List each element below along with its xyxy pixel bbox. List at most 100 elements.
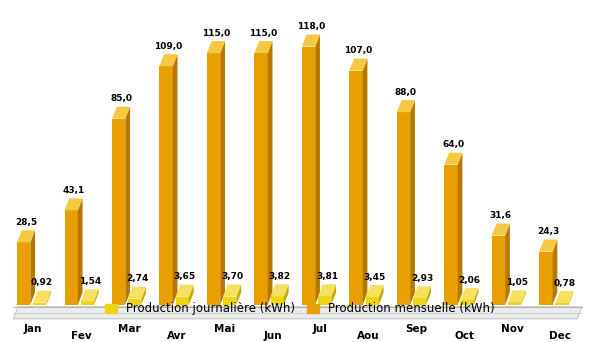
Polygon shape bbox=[556, 303, 569, 305]
Text: Sep: Sep bbox=[405, 324, 427, 334]
Polygon shape bbox=[271, 296, 284, 305]
Text: 2,06: 2,06 bbox=[458, 276, 481, 285]
Text: 43,1: 43,1 bbox=[62, 186, 85, 195]
Text: 2,74: 2,74 bbox=[126, 274, 148, 284]
Polygon shape bbox=[236, 285, 241, 305]
Polygon shape bbox=[413, 298, 426, 305]
Text: Jul: Jul bbox=[313, 324, 328, 334]
Polygon shape bbox=[125, 107, 130, 305]
Text: Mai: Mai bbox=[214, 324, 235, 334]
Text: 1,05: 1,05 bbox=[506, 278, 528, 287]
Polygon shape bbox=[173, 54, 178, 305]
Polygon shape bbox=[160, 66, 173, 305]
Polygon shape bbox=[379, 285, 383, 305]
Polygon shape bbox=[207, 41, 225, 53]
Text: Jan: Jan bbox=[24, 324, 43, 334]
Text: 88,0: 88,0 bbox=[395, 88, 417, 97]
Polygon shape bbox=[65, 198, 83, 210]
Text: 3,70: 3,70 bbox=[221, 272, 243, 281]
Polygon shape bbox=[207, 53, 220, 305]
Polygon shape bbox=[349, 58, 367, 70]
Polygon shape bbox=[460, 300, 474, 305]
Polygon shape bbox=[223, 297, 236, 305]
Polygon shape bbox=[521, 290, 526, 305]
Polygon shape bbox=[365, 297, 379, 305]
Polygon shape bbox=[508, 290, 526, 302]
Polygon shape bbox=[426, 286, 431, 305]
Polygon shape bbox=[505, 224, 510, 305]
Polygon shape bbox=[445, 165, 458, 305]
Polygon shape bbox=[539, 239, 557, 251]
Polygon shape bbox=[176, 285, 194, 297]
Polygon shape bbox=[445, 153, 463, 165]
Text: 3,81: 3,81 bbox=[316, 272, 338, 281]
Text: 85,0: 85,0 bbox=[110, 94, 132, 103]
Polygon shape bbox=[112, 119, 125, 305]
Text: 109,0: 109,0 bbox=[154, 42, 182, 51]
Text: 24,3: 24,3 bbox=[537, 227, 559, 236]
Polygon shape bbox=[397, 112, 410, 305]
Polygon shape bbox=[128, 287, 146, 299]
Polygon shape bbox=[302, 35, 320, 47]
Polygon shape bbox=[80, 289, 98, 301]
Polygon shape bbox=[112, 107, 130, 119]
Polygon shape bbox=[508, 302, 521, 305]
Polygon shape bbox=[365, 285, 383, 297]
Text: 28,5: 28,5 bbox=[15, 218, 37, 227]
Polygon shape bbox=[223, 285, 241, 297]
Polygon shape bbox=[13, 307, 582, 319]
Polygon shape bbox=[318, 296, 331, 305]
Text: Jun: Jun bbox=[263, 331, 282, 341]
Polygon shape bbox=[33, 291, 51, 303]
Polygon shape bbox=[410, 100, 415, 305]
Polygon shape bbox=[362, 58, 367, 305]
Polygon shape bbox=[220, 41, 225, 305]
Polygon shape bbox=[271, 284, 289, 296]
Text: Nov: Nov bbox=[500, 324, 523, 334]
Text: 1,54: 1,54 bbox=[79, 277, 101, 286]
Polygon shape bbox=[17, 230, 35, 242]
Text: Dec: Dec bbox=[549, 331, 571, 341]
Polygon shape bbox=[539, 251, 553, 305]
Polygon shape bbox=[302, 47, 315, 305]
Text: 64,0: 64,0 bbox=[442, 140, 464, 149]
Text: Mar: Mar bbox=[118, 324, 140, 334]
Text: Avr: Avr bbox=[167, 331, 187, 341]
Polygon shape bbox=[268, 41, 272, 305]
Text: 115,0: 115,0 bbox=[250, 29, 278, 38]
Polygon shape bbox=[553, 239, 557, 305]
Polygon shape bbox=[413, 286, 431, 298]
Text: 31,6: 31,6 bbox=[490, 211, 512, 220]
Text: Aou: Aou bbox=[357, 331, 380, 341]
Polygon shape bbox=[556, 291, 574, 303]
Text: Oct: Oct bbox=[454, 331, 474, 341]
Polygon shape bbox=[284, 284, 289, 305]
Polygon shape bbox=[254, 53, 268, 305]
Text: 118,0: 118,0 bbox=[297, 22, 325, 31]
Text: 2,93: 2,93 bbox=[411, 274, 433, 283]
Polygon shape bbox=[160, 54, 178, 66]
Polygon shape bbox=[33, 303, 46, 305]
Polygon shape bbox=[318, 284, 336, 296]
Polygon shape bbox=[492, 224, 510, 236]
Polygon shape bbox=[78, 198, 83, 305]
Polygon shape bbox=[474, 288, 479, 305]
Polygon shape bbox=[315, 35, 320, 305]
Polygon shape bbox=[17, 242, 31, 305]
Polygon shape bbox=[31, 230, 35, 305]
Polygon shape bbox=[65, 210, 78, 305]
Polygon shape bbox=[458, 153, 463, 305]
Polygon shape bbox=[397, 100, 415, 112]
Polygon shape bbox=[189, 285, 194, 305]
Text: 0,78: 0,78 bbox=[553, 279, 575, 288]
Polygon shape bbox=[80, 301, 94, 305]
Text: 3,65: 3,65 bbox=[173, 272, 196, 281]
Legend: Production journalière (kWh), Production mensuelle (kWh): Production journalière (kWh), Production… bbox=[105, 302, 495, 315]
Polygon shape bbox=[142, 287, 146, 305]
Polygon shape bbox=[460, 288, 479, 300]
Polygon shape bbox=[254, 41, 272, 53]
Polygon shape bbox=[128, 299, 142, 305]
Text: 3,45: 3,45 bbox=[364, 273, 386, 282]
Polygon shape bbox=[349, 70, 362, 305]
Polygon shape bbox=[46, 291, 51, 305]
